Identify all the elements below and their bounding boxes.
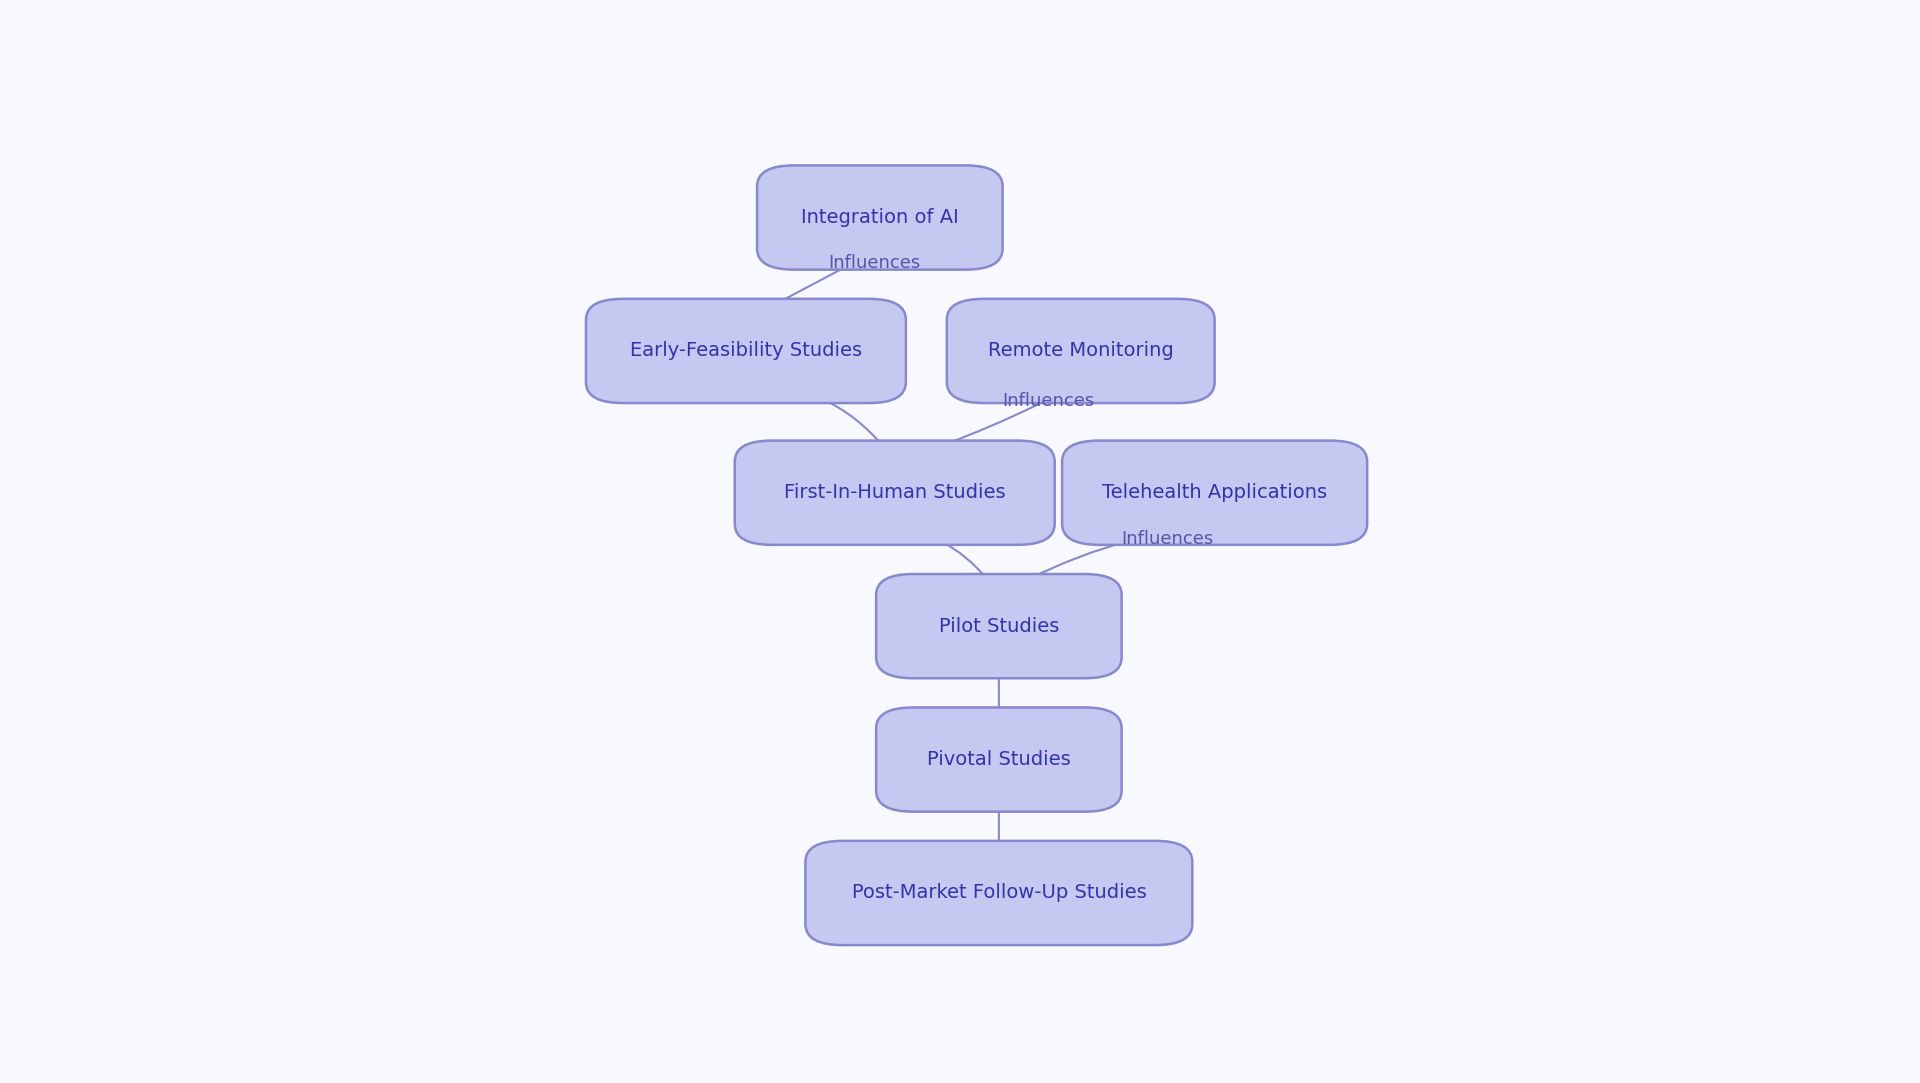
Text: Remote Monitoring: Remote Monitoring [989, 341, 1173, 361]
FancyBboxPatch shape [806, 840, 1192, 945]
FancyBboxPatch shape [876, 574, 1121, 678]
Text: Pilot Studies: Pilot Studies [939, 616, 1060, 636]
Text: First-In-Human Studies: First-In-Human Studies [783, 483, 1006, 503]
FancyBboxPatch shape [586, 299, 906, 403]
Text: Influences: Influences [1121, 530, 1213, 548]
Text: Influences: Influences [1002, 392, 1094, 410]
FancyBboxPatch shape [876, 707, 1121, 811]
FancyBboxPatch shape [1062, 441, 1367, 545]
Text: Influences: Influences [828, 255, 920, 273]
Text: Telehealth Applications: Telehealth Applications [1102, 483, 1327, 503]
Text: Post-Market Follow-Up Studies: Post-Market Follow-Up Studies [851, 884, 1146, 902]
Text: Early-Feasibility Studies: Early-Feasibility Studies [630, 341, 862, 361]
Text: Pivotal Studies: Pivotal Studies [927, 751, 1071, 769]
FancyBboxPatch shape [947, 299, 1215, 403]
Text: Integration of AI: Integration of AI [801, 208, 958, 227]
FancyBboxPatch shape [735, 441, 1054, 545]
FancyBboxPatch shape [756, 166, 1002, 270]
